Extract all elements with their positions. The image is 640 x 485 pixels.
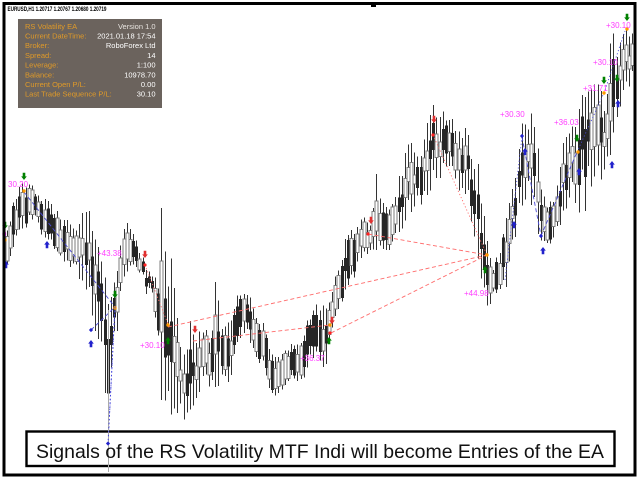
svg-text:Balance:: Balance: xyxy=(25,70,54,79)
svg-text:10978.70: 10978.70 xyxy=(124,70,155,79)
svg-text:+30.10: +30.10 xyxy=(593,58,618,67)
svg-text:14: 14 xyxy=(147,51,155,60)
svg-text:Spread:: Spread: xyxy=(25,51,51,60)
svg-text:+31.71: +31.71 xyxy=(583,84,608,93)
svg-text:Current Open P/L:: Current Open P/L: xyxy=(25,80,86,89)
svg-text:Current DateTime:: Current DateTime: xyxy=(25,32,86,41)
svg-text:0.00: 0.00 xyxy=(141,80,156,89)
svg-text:2021.01.18 17:54: 2021.01.18 17:54 xyxy=(97,32,155,41)
svg-text:+30.10: +30.10 xyxy=(606,21,631,30)
svg-text:1:100: 1:100 xyxy=(137,61,156,70)
svg-text:Broker:: Broker: xyxy=(25,41,49,50)
svg-text:30.20: 30.20 xyxy=(8,180,29,189)
svg-text:Version 1.0: Version 1.0 xyxy=(118,22,156,31)
svg-text:RS Volatility EA: RS Volatility EA xyxy=(25,22,77,31)
svg-text:EURUSD,H1 1.20717 1.20767 1.2: EURUSD,H1 1.20717 1.20767 1.20680 1.2071… xyxy=(8,6,107,13)
svg-text:Last Trade Sequence P/L:: Last Trade Sequence P/L: xyxy=(25,90,112,99)
svg-text:Signals of the RS Volatility M: Signals of the RS Volatility MTF Indi wi… xyxy=(36,441,604,463)
svg-text:+30.30: +30.30 xyxy=(500,110,525,119)
svg-text:RoboForex Ltd: RoboForex Ltd xyxy=(106,41,156,50)
svg-text:+30.10: +30.10 xyxy=(140,341,165,350)
svg-text:+36.37: +36.37 xyxy=(300,354,325,363)
svg-text:Leverage:: Leverage: xyxy=(25,61,58,70)
svg-text:+43.38: +43.38 xyxy=(97,249,122,258)
svg-text:30.10: 30.10 xyxy=(137,90,156,99)
svg-text:+44.98: +44.98 xyxy=(464,289,489,298)
svg-text:+36.03: +36.03 xyxy=(554,118,579,127)
